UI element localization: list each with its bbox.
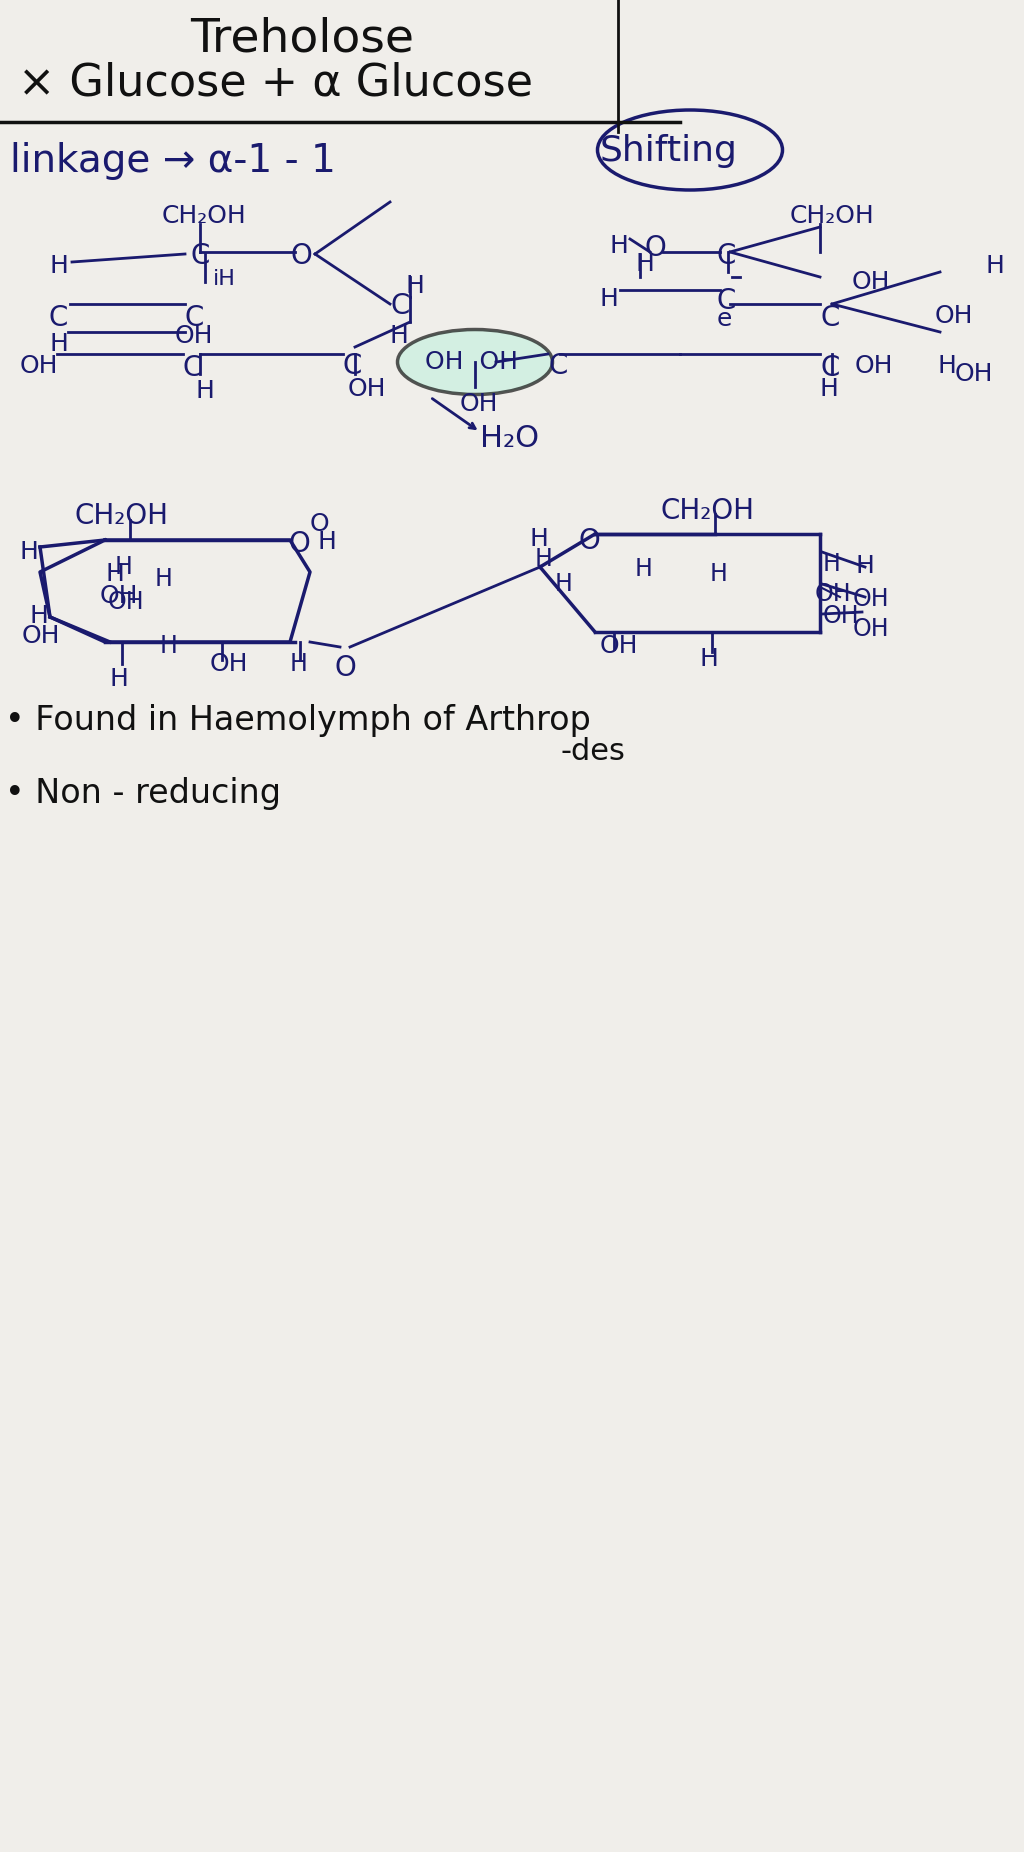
Text: OH: OH [955, 361, 993, 385]
Text: -des: -des [560, 737, 625, 767]
Text: CH₂OH: CH₂OH [162, 204, 247, 228]
Text: OH: OH [935, 304, 974, 328]
Text: OH: OH [108, 591, 144, 615]
Text: OH: OH [20, 354, 58, 378]
Text: CH₂OH: CH₂OH [790, 204, 874, 228]
Text: OH: OH [855, 354, 894, 378]
Text: H₂O: H₂O [480, 424, 539, 454]
Text: C: C [548, 352, 567, 380]
Text: H: H [610, 233, 629, 257]
Text: OH: OH [175, 324, 213, 348]
Text: H: H [938, 354, 956, 378]
Text: OH: OH [22, 624, 60, 648]
Text: linkage → α-1 - 1: linkage → α-1 - 1 [10, 143, 336, 180]
Text: H: H [318, 530, 337, 554]
Text: H: H [110, 667, 129, 691]
Text: C: C [343, 352, 362, 380]
Text: e: e [717, 307, 732, 332]
Text: C: C [716, 287, 735, 315]
Text: iH: iH [213, 269, 236, 289]
Text: • Found in Haemolymph of Arthrop: • Found in Haemolymph of Arthrop [5, 704, 591, 737]
Text: OH: OH [853, 587, 890, 611]
Text: CH₂OH: CH₂OH [660, 496, 754, 524]
Text: H: H [195, 380, 214, 404]
Text: H: H [635, 557, 653, 582]
Text: H: H [160, 633, 178, 657]
Text: H: H [710, 561, 728, 585]
Text: Treholose: Treholose [190, 17, 414, 61]
Text: O: O [335, 654, 356, 682]
Text: OH: OH [815, 582, 852, 606]
Text: × Glucose + α Glucose: × Glucose + α Glucose [18, 61, 534, 106]
Text: OH: OH [853, 617, 890, 641]
Text: H: H [535, 546, 553, 570]
Text: H: H [985, 254, 1004, 278]
Text: H: H [600, 287, 618, 311]
Text: OH: OH [460, 393, 499, 417]
Text: Shifting: Shifting [600, 133, 738, 169]
Text: H: H [50, 332, 69, 356]
Text: H: H [855, 554, 873, 578]
Text: OH: OH [852, 270, 891, 294]
Text: H: H [406, 274, 424, 298]
Text: OH: OH [210, 652, 249, 676]
Text: • Non - reducing: • Non - reducing [5, 778, 281, 809]
Text: C: C [390, 293, 410, 320]
Text: C: C [183, 354, 203, 382]
Text: O: O [290, 243, 311, 270]
Text: O: O [310, 511, 330, 535]
Text: C: C [48, 304, 68, 332]
Text: OH  OH: OH OH [425, 350, 518, 374]
Text: C: C [716, 243, 735, 270]
Text: OH: OH [100, 583, 138, 607]
Text: H: H [115, 556, 133, 580]
Text: OH: OH [823, 604, 859, 628]
Text: H: H [820, 378, 839, 402]
Text: C: C [185, 304, 205, 332]
Text: O: O [578, 528, 600, 556]
Text: H: H [555, 572, 572, 596]
Text: H: H [290, 652, 308, 676]
Text: H: H [635, 252, 654, 276]
Text: H: H [155, 567, 173, 591]
Text: O: O [645, 233, 667, 261]
Text: H: H [823, 552, 841, 576]
Ellipse shape [397, 330, 553, 394]
Text: C: C [190, 243, 209, 270]
Text: H: H [530, 528, 549, 552]
Text: H: H [30, 604, 49, 628]
Text: O: O [288, 530, 309, 557]
Text: H: H [20, 541, 39, 565]
Text: C: C [820, 354, 840, 382]
Text: H: H [390, 324, 409, 348]
Text: C: C [820, 304, 840, 332]
Text: OH: OH [600, 633, 639, 657]
Text: H: H [105, 561, 124, 585]
Text: CH₂OH: CH₂OH [75, 502, 169, 530]
Text: H: H [50, 254, 69, 278]
Text: H: H [700, 646, 719, 670]
Text: OH: OH [348, 378, 386, 402]
